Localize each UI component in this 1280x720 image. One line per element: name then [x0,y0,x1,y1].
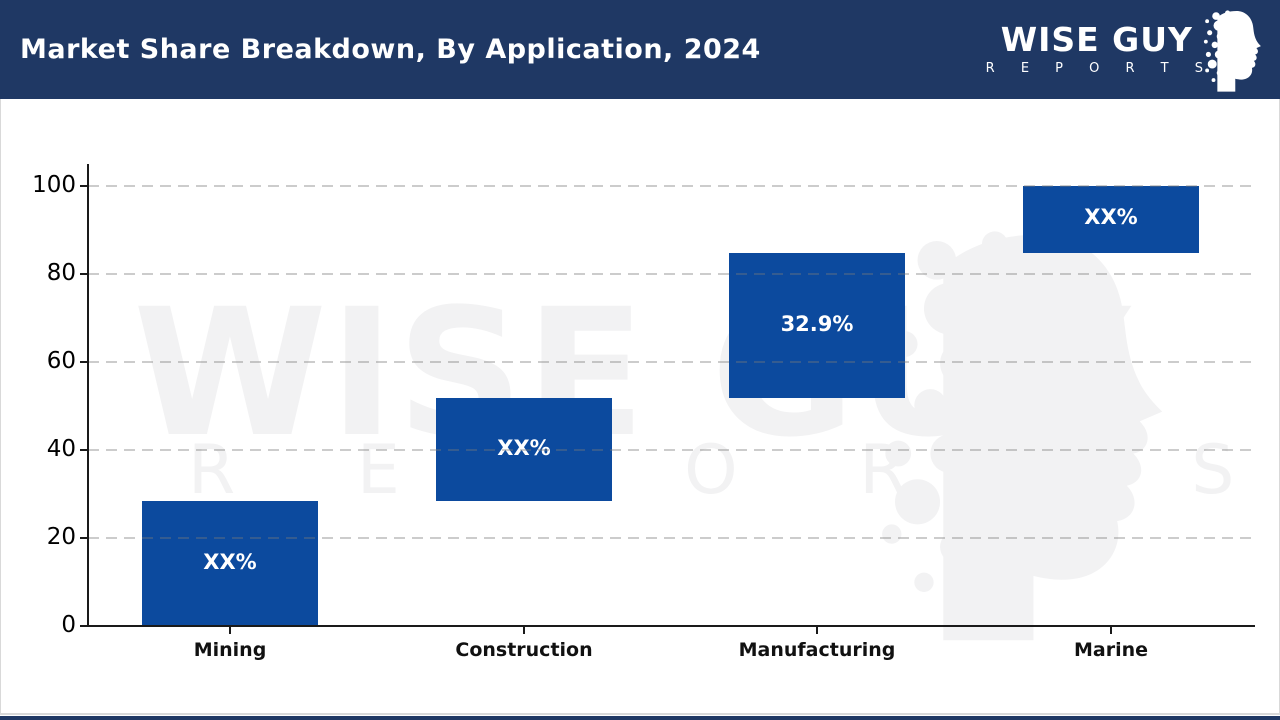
gridline-60 [88,360,1254,363]
gridline-40 [88,448,1254,451]
logo-wordmark: WISE GUY [1000,20,1193,60]
x-axis-tick-label-marine: Marine [1073,639,1149,661]
footer-divider [0,713,1280,715]
x-axis-tick [1110,627,1112,634]
bar-value-label: XX% [497,435,551,460]
gridline-100 [88,184,1254,187]
x-axis-tick [816,627,818,634]
bar-manufacturing: 32.9% [729,253,905,399]
y-axis-tick [80,625,88,627]
bar-value-label: XX% [203,549,257,574]
logo-subtitle: R E P O R T S [985,60,1214,76]
bar-value-label: XX% [1084,205,1138,230]
gridline-80 [88,272,1254,275]
y-axis-tick [80,360,88,363]
gridline-20 [88,536,1254,539]
x-axis-tick [229,627,231,634]
y-axis-tick-label: 20 [46,523,76,550]
y-axis-tick [80,184,88,187]
y-axis-tick [80,272,88,275]
left-edge-line [0,99,1,714]
bar-mining: XX% [142,501,318,626]
x-axis-tick [523,627,525,634]
y-axis-tick-label: 80 [46,259,76,286]
bar-value-label: 32.9% [780,311,854,336]
x-axis-tick-label-manufacturing: Manufacturing [738,639,896,661]
y-axis-tick [80,536,88,539]
y-axis-tick-label: 100 [32,171,76,198]
x-axis-tick-label-construction: Construction [455,639,593,661]
y-axis-tick-label: 0 [61,612,76,638]
wiseguy-logo-text: WISE GUY R E P O R T S [980,23,1214,76]
y-axis-tick-label: 40 [46,435,76,462]
x-axis-line [87,625,1255,627]
y-axis-line [87,164,89,627]
y-axis-tick-label: 60 [46,347,76,374]
wiseguy-face-icon [1203,9,1261,92]
header-bar: Market Share Breakdown, By Application, … [0,0,1280,99]
bar-construction: XX% [436,398,612,502]
chart-area: WISE GUY R E P O R T S XX% XX% 32.9% XX% 0 20… [0,99,1280,714]
bar-marine: XX% [1023,185,1199,254]
watermark-face-icon [875,231,1163,641]
footer-accent-strip [0,716,1280,720]
wiseguy-logo: WISE GUY R E P O R T S [980,8,1270,92]
y-axis-tick [80,448,88,451]
page-title: Market Share Breakdown, By Application, … [20,34,761,65]
x-axis-tick-label-mining: Mining [193,639,267,661]
